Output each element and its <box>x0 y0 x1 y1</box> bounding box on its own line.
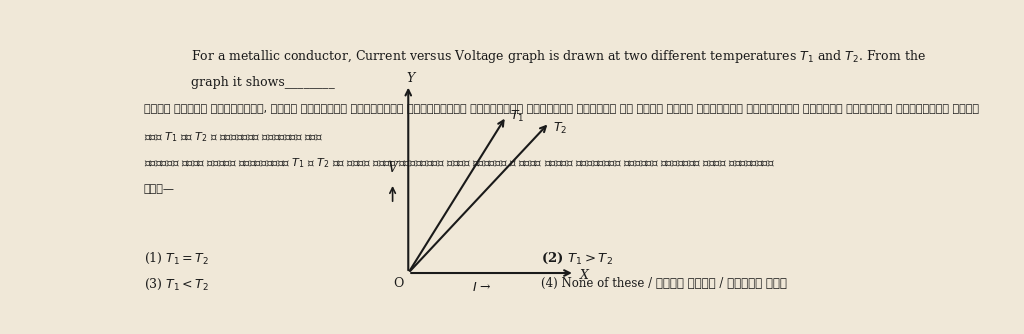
Text: দুটি ভিন্ন উষ্ণতায়, এডাল ধাতবীয় পরিবাহীর মাঝেদিয়ে প্রবাহিত বিদ্যুৎ প্রবাহ আর : দুটি ভিন্ন উষ্ণতায়, এডাল ধাতবীয় পরিবাহ… <box>143 104 979 114</box>
Text: (1) $T_1 = T_2$: (1) $T_1 = T_2$ <box>143 251 209 266</box>
Text: (4) None of these / এটাও নহয় / একটিও নয়: (4) None of these / এটাও নহয় / একটিও নয… <box>541 277 786 290</box>
Text: পরা $T_1$ আর $T_2$ র সম্পর্ক নির্ণয় করা: পরা $T_1$ আর $T_2$ র সম্পর্ক নির্ণয় করা <box>143 130 324 144</box>
Text: হবে—: হবে— <box>143 184 175 194</box>
Text: graph it shows________: graph it shows________ <box>191 76 335 89</box>
Text: For a metallic conductor, Current versus Voltage graph is drawn at two different: For a metallic conductor, Current versus… <box>191 48 927 65</box>
Text: Y: Y <box>407 72 415 85</box>
Text: (3) $T_1 < T_2$: (3) $T_1 < T_2$ <box>143 277 209 292</box>
Text: X: X <box>581 269 589 282</box>
Text: $T_1$: $T_1$ <box>510 109 524 124</box>
Text: O: O <box>393 277 403 290</box>
Text: V: V <box>388 161 397 175</box>
Text: $T_2$: $T_2$ <box>553 121 567 136</box>
Text: $I$ →: $I$ → <box>472 281 492 294</box>
Text: চিত্রে দুটি ভিন্ন তাপমাত্রা $T_1$ ও $T_2$ তে একটি ধাতব পরিবাহীর তড়িৎ প্রবাহ ও বি: চিত্রে দুটি ভিন্ন তাপমাত্রা $T_1$ ও $T_2… <box>143 156 775 170</box>
Text: (2) $T_1 > T_2$: (2) $T_1 > T_2$ <box>541 251 612 266</box>
